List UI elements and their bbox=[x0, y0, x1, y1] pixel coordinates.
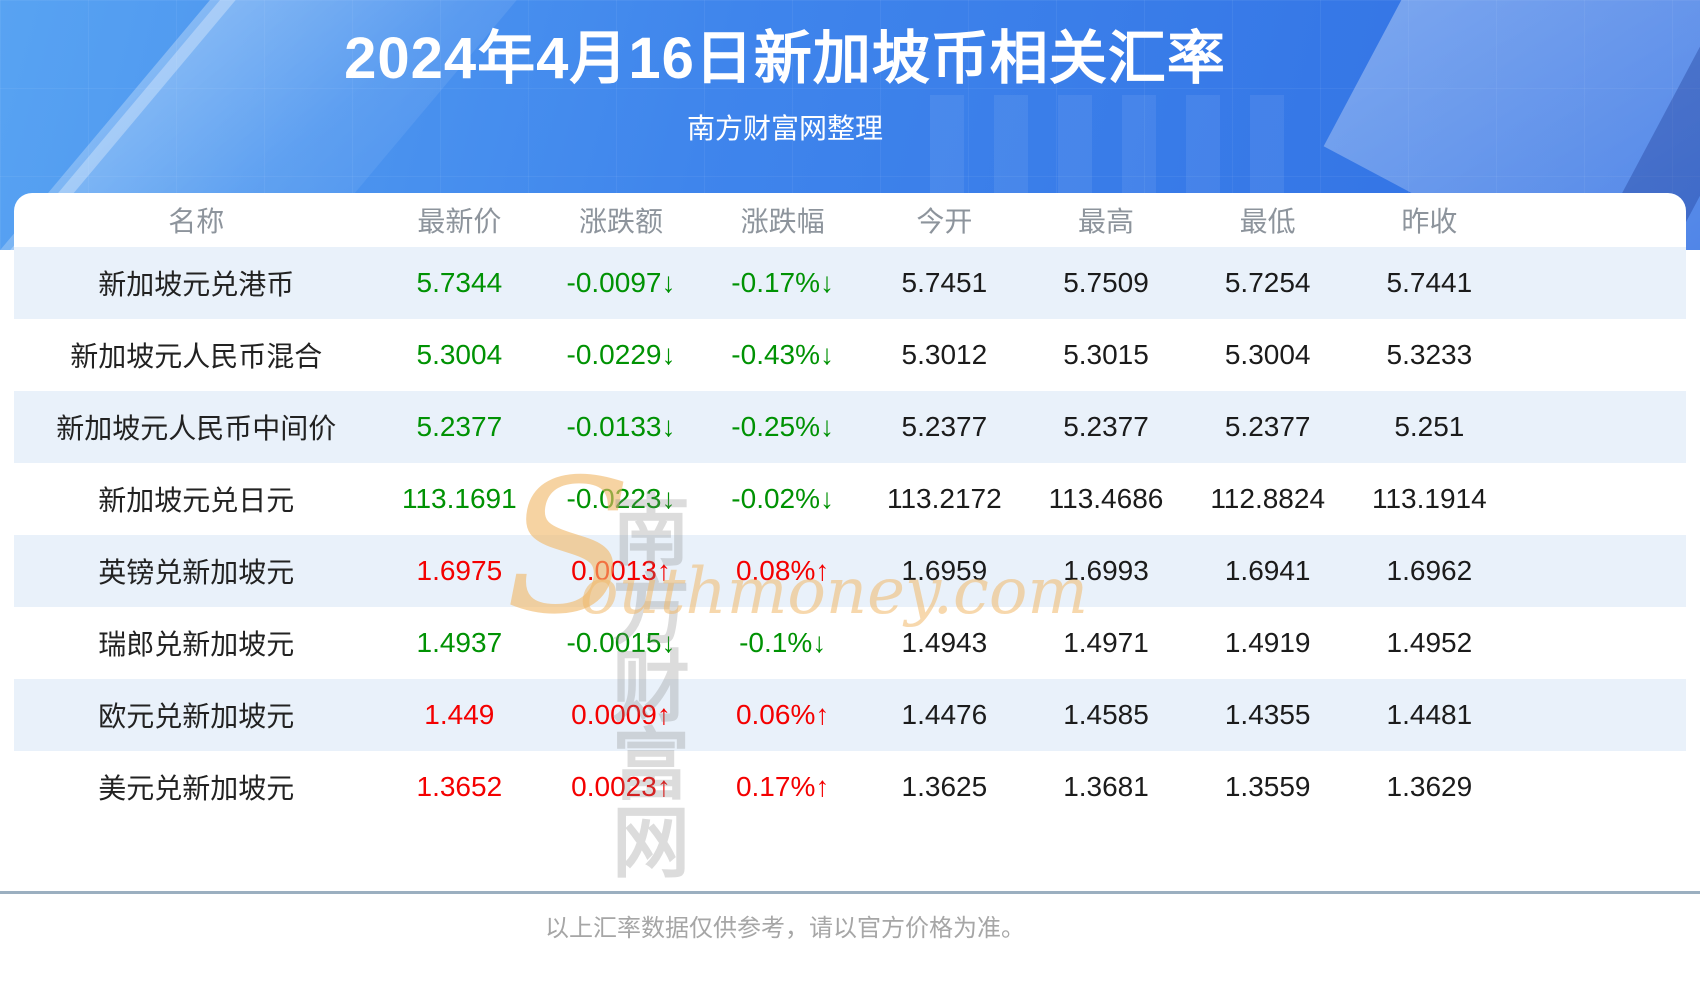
cell-open: 5.3012 bbox=[901, 339, 988, 370]
cell-spacer bbox=[1510, 391, 1686, 463]
cell-open: 1.6959 bbox=[901, 555, 988, 586]
cell-latest-price: 1.3652 bbox=[416, 771, 503, 802]
cell-open: 113.2172 bbox=[886, 483, 1002, 514]
cell-pair-name: 新加坡元兑日元 bbox=[98, 485, 295, 516]
cell-change-percent: -0.25%↓ bbox=[731, 411, 835, 442]
cell-prev-close: 113.1914 bbox=[1371, 483, 1487, 514]
column-header-change-amount: 涨跌额 bbox=[578, 206, 663, 237]
column-header-spacer bbox=[1510, 193, 1686, 247]
cell-high: 5.7509 bbox=[1063, 267, 1149, 298]
cell-latest-price: 1.4937 bbox=[416, 627, 503, 658]
cell-latest-price: 1.449 bbox=[424, 699, 495, 730]
cell-spacer bbox=[1510, 607, 1686, 679]
cell-change-percent: -0.17%↓ bbox=[731, 267, 835, 298]
cell-prev-close: 1.6962 bbox=[1386, 555, 1473, 586]
column-header-open: 今开 bbox=[916, 206, 973, 237]
cell-prev-close: 5.251 bbox=[1394, 411, 1465, 442]
cell-low: 1.6941 bbox=[1224, 555, 1311, 586]
cell-low: 112.8824 bbox=[1210, 483, 1326, 514]
cell-high: 5.2377 bbox=[1063, 411, 1149, 442]
cell-low: 1.4355 bbox=[1224, 699, 1311, 730]
cell-low: 1.4919 bbox=[1224, 627, 1311, 658]
cell-low: 5.3004 bbox=[1224, 339, 1311, 370]
cell-pair-name: 欧元兑新加坡元 bbox=[98, 701, 295, 732]
cell-change-amount: -0.0229↓ bbox=[566, 339, 676, 370]
cell-open: 1.4476 bbox=[901, 699, 988, 730]
table-row: 美元兑新加坡元 1.3652 0.0023↑ 0.17%↑ 1.3625 1.3… bbox=[14, 751, 1686, 823]
cell-change-amount: -0.0133↓ bbox=[566, 411, 676, 442]
column-header-name: 名称 bbox=[168, 206, 225, 237]
column-header-low: 最低 bbox=[1239, 206, 1296, 237]
table-row: 新加坡元人民币中间价 5.2377 -0.0133↓ -0.25%↓ 5.237… bbox=[14, 391, 1686, 463]
rates-card: 名称 最新价 涨跌额 涨跌幅 今开 最高 最低 昨收 新加坡元兑港币 5.734… bbox=[14, 193, 1686, 823]
cell-pair-name: 新加坡元兑港币 bbox=[98, 269, 295, 300]
cell-latest-price: 113.1691 bbox=[401, 483, 517, 514]
rates-table-body: 新加坡元兑港币 5.7344 -0.0097↓ -0.17%↓ 5.7451 5… bbox=[14, 247, 1686, 823]
cell-spacer bbox=[1510, 535, 1686, 607]
cell-high: 1.4585 bbox=[1063, 699, 1149, 730]
cell-change-amount: 0.0013↑ bbox=[571, 555, 671, 586]
page-title: 2024年4月16日新加坡币相关汇率 bbox=[344, 26, 1226, 91]
cell-latest-price: 5.7344 bbox=[416, 267, 503, 298]
cell-latest-price: 5.3004 bbox=[416, 339, 503, 370]
table-row: 英镑兑新加坡元 1.6975 0.0013↑ 0.08%↑ 1.6959 1.6… bbox=[14, 535, 1686, 607]
cell-high: 113.4686 bbox=[1048, 483, 1164, 514]
cell-low: 5.2377 bbox=[1224, 411, 1311, 442]
cell-change-amount: 0.0009↑ bbox=[571, 699, 671, 730]
column-header-change-pct: 涨跌幅 bbox=[740, 206, 825, 237]
cell-high: 1.4971 bbox=[1063, 627, 1149, 658]
cell-change-percent: 0.08%↑ bbox=[735, 555, 830, 586]
footer-divider bbox=[0, 891, 1700, 894]
table-row: 新加坡元兑日元 113.1691 -0.0223↓ -0.02%↓ 113.21… bbox=[14, 463, 1686, 535]
cell-open: 5.7451 bbox=[901, 267, 988, 298]
cell-high: 1.3681 bbox=[1063, 771, 1149, 802]
cell-spacer bbox=[1510, 463, 1686, 535]
cell-open: 1.4943 bbox=[901, 627, 988, 658]
cell-prev-close: 5.3233 bbox=[1386, 339, 1473, 370]
disclaimer-text: 以上汇率数据仅供参考，请以官方价格为准。 bbox=[545, 915, 1025, 942]
cell-low: 5.7254 bbox=[1224, 267, 1311, 298]
cell-pair-name: 新加坡元人民币混合 bbox=[70, 341, 323, 372]
cell-spacer bbox=[1510, 751, 1686, 823]
cell-latest-price: 5.2377 bbox=[416, 411, 503, 442]
cell-prev-close: 5.7441 bbox=[1386, 267, 1473, 298]
cell-pair-name: 新加坡元人民币中间价 bbox=[56, 413, 337, 444]
cell-prev-close: 1.4481 bbox=[1386, 699, 1473, 730]
cell-prev-close: 1.4952 bbox=[1386, 627, 1473, 658]
cell-low: 1.3559 bbox=[1224, 771, 1311, 802]
cell-change-percent: -0.1%↓ bbox=[739, 627, 827, 658]
cell-high: 5.3015 bbox=[1063, 339, 1149, 370]
column-header-prev-close: 昨收 bbox=[1401, 206, 1458, 237]
table-row: 新加坡元兑港币 5.7344 -0.0097↓ -0.17%↓ 5.7451 5… bbox=[14, 247, 1686, 319]
column-header-high: 最高 bbox=[1078, 206, 1135, 237]
page-subtitle: 南方财富网整理 bbox=[686, 113, 883, 144]
cell-latest-price: 1.6975 bbox=[416, 555, 503, 586]
cell-change-percent: 0.17%↑ bbox=[735, 771, 830, 802]
rates-table: 名称 最新价 涨跌额 涨跌幅 今开 最高 最低 昨收 新加坡元兑港币 5.734… bbox=[14, 193, 1686, 823]
hero-text-block: 2024年4月16日新加坡币相关汇率 南方财富网整理 bbox=[0, 0, 1570, 143]
cell-change-percent: -0.43%↓ bbox=[731, 339, 835, 370]
cell-open: 1.3625 bbox=[901, 771, 988, 802]
cell-change-amount: -0.0223↓ bbox=[566, 483, 676, 514]
cell-spacer bbox=[1510, 247, 1686, 319]
table-row: 新加坡元人民币混合 5.3004 -0.0229↓ -0.43%↓ 5.3012… bbox=[14, 319, 1686, 391]
cell-open: 5.2377 bbox=[901, 411, 988, 442]
cell-change-amount: 0.0023↑ bbox=[571, 771, 671, 802]
cell-change-amount: -0.0097↓ bbox=[566, 267, 676, 298]
cell-pair-name: 瑞郎兑新加坡元 bbox=[98, 629, 295, 660]
table-row: 欧元兑新加坡元 1.449 0.0009↑ 0.06%↑ 1.4476 1.45… bbox=[14, 679, 1686, 751]
table-row: 瑞郎兑新加坡元 1.4937 -0.0015↓ -0.1%↓ 1.4943 1.… bbox=[14, 607, 1686, 679]
cell-pair-name: 英镑兑新加坡元 bbox=[98, 557, 295, 588]
table-header-row: 名称 最新价 涨跌额 涨跌幅 今开 最高 最低 昨收 bbox=[14, 193, 1686, 247]
cell-spacer bbox=[1510, 679, 1686, 751]
cell-change-percent: 0.06%↑ bbox=[735, 699, 830, 730]
cell-prev-close: 1.3629 bbox=[1386, 771, 1473, 802]
cell-high: 1.6993 bbox=[1063, 555, 1149, 586]
cell-change-percent: -0.02%↓ bbox=[731, 483, 835, 514]
cell-change-amount: -0.0015↓ bbox=[566, 627, 676, 658]
column-header-latest-price: 最新价 bbox=[417, 206, 502, 237]
cell-pair-name: 美元兑新加坡元 bbox=[98, 773, 295, 804]
cell-spacer bbox=[1510, 319, 1686, 391]
